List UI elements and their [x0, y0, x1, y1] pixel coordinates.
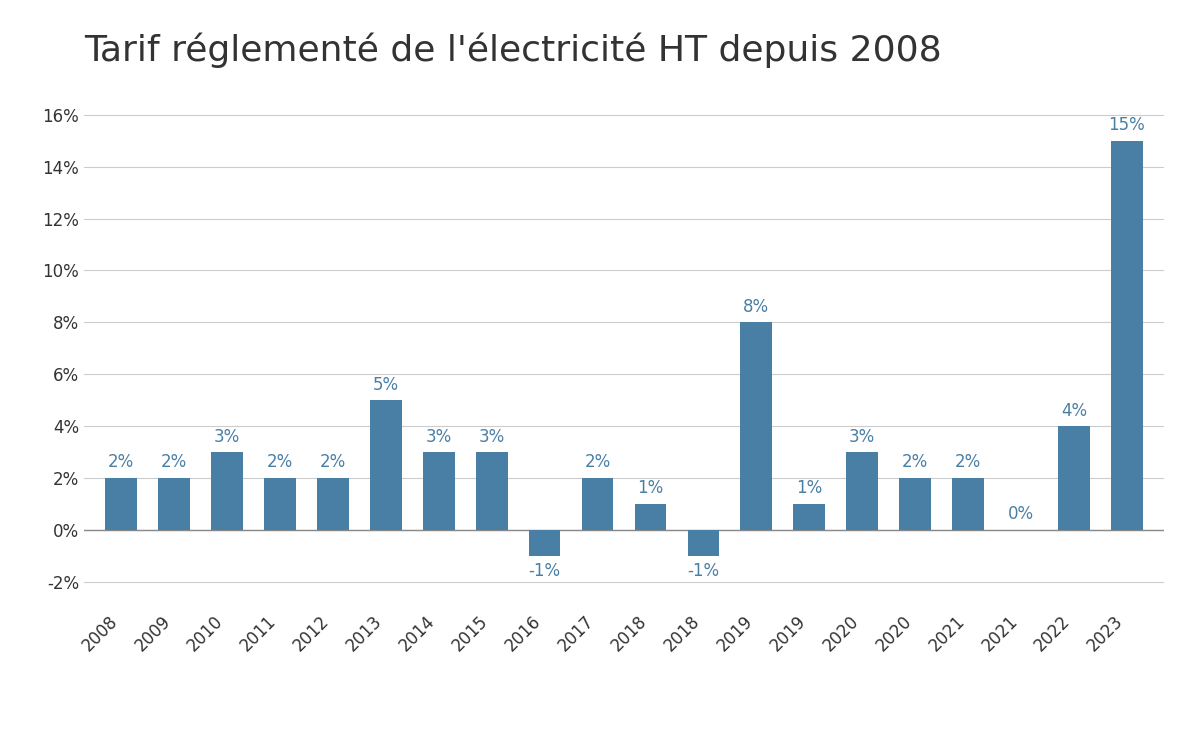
Text: 3%: 3%: [214, 428, 240, 445]
Bar: [158, 478, 190, 530]
Text: 1%: 1%: [796, 479, 822, 497]
Text: 2%: 2%: [584, 453, 611, 471]
Bar: [317, 478, 349, 530]
Text: 2%: 2%: [955, 453, 982, 471]
Text: -1%: -1%: [688, 562, 720, 580]
Bar: [475, 452, 508, 530]
Bar: [953, 478, 984, 530]
Bar: [529, 530, 560, 556]
Bar: [846, 452, 878, 530]
Bar: [740, 322, 773, 530]
Text: 15%: 15%: [1109, 116, 1145, 134]
Text: 3%: 3%: [479, 428, 505, 445]
Bar: [1058, 426, 1090, 530]
Bar: [1111, 141, 1142, 530]
Bar: [370, 400, 402, 530]
Bar: [635, 504, 666, 530]
Text: 2%: 2%: [319, 453, 346, 471]
Bar: [422, 452, 455, 530]
Text: 1%: 1%: [637, 479, 664, 497]
Text: 8%: 8%: [743, 298, 769, 316]
Bar: [793, 504, 826, 530]
Text: 3%: 3%: [426, 428, 452, 445]
Text: 4%: 4%: [1061, 402, 1087, 419]
Bar: [582, 478, 613, 530]
Bar: [899, 478, 931, 530]
Text: -1%: -1%: [528, 562, 560, 580]
Text: 2%: 2%: [902, 453, 929, 471]
Text: 3%: 3%: [850, 428, 875, 445]
Text: 2%: 2%: [266, 453, 293, 471]
Bar: [688, 530, 719, 556]
Text: 0%: 0%: [1008, 505, 1034, 523]
Text: Tarif réglementé de l'électricité HT depuis 2008: Tarif réglementé de l'électricité HT dep…: [84, 33, 942, 68]
Bar: [106, 478, 137, 530]
Text: 2%: 2%: [108, 453, 134, 471]
Text: 2%: 2%: [161, 453, 187, 471]
Bar: [211, 452, 242, 530]
Text: 5%: 5%: [373, 376, 398, 393]
Bar: [264, 478, 295, 530]
